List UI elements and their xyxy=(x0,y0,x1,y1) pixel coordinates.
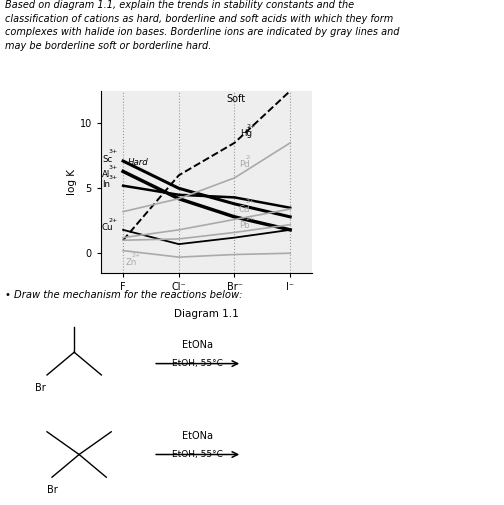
Text: Sc: Sc xyxy=(102,155,112,164)
Text: 2+: 2+ xyxy=(132,252,141,258)
Text: Br: Br xyxy=(35,383,45,393)
Text: 3+: 3+ xyxy=(108,149,117,155)
Text: EtOH, 55°C: EtOH, 55°C xyxy=(172,450,223,459)
Text: 2-: 2- xyxy=(245,155,251,160)
Text: EtONa: EtONa xyxy=(182,431,213,441)
Text: Al: Al xyxy=(102,170,110,179)
Text: Br: Br xyxy=(46,485,57,495)
Y-axis label: log K: log K xyxy=(67,169,77,195)
Text: Diagram 1.1: Diagram 1.1 xyxy=(174,309,239,319)
Text: Soft: Soft xyxy=(226,94,245,104)
Text: Hg: Hg xyxy=(240,129,252,138)
Text: 2+: 2+ xyxy=(108,218,117,223)
Text: • Draw the mechanism for the reactions below:: • Draw the mechanism for the reactions b… xyxy=(5,290,242,300)
Text: 3+: 3+ xyxy=(108,175,117,180)
Text: 2+: 2+ xyxy=(245,199,255,205)
Text: 2+: 2+ xyxy=(245,216,255,221)
Text: Cd: Cd xyxy=(239,205,250,214)
Text: Cu: Cu xyxy=(102,223,113,232)
Text: In: In xyxy=(102,180,110,189)
Text: 3+: 3+ xyxy=(108,165,117,170)
Text: Based on diagram 1.1, explain the trends in stability constants and the
classifi: Based on diagram 1.1, explain the trends… xyxy=(5,0,400,51)
Text: EtONa: EtONa xyxy=(182,340,213,350)
Text: Pb: Pb xyxy=(239,222,249,230)
Text: Hard: Hard xyxy=(128,158,148,167)
Text: Zn: Zn xyxy=(126,258,137,267)
Text: 2+: 2+ xyxy=(246,124,256,129)
Text: Pd: Pd xyxy=(239,161,249,169)
Text: EtOH, 55°C: EtOH, 55°C xyxy=(172,359,223,368)
